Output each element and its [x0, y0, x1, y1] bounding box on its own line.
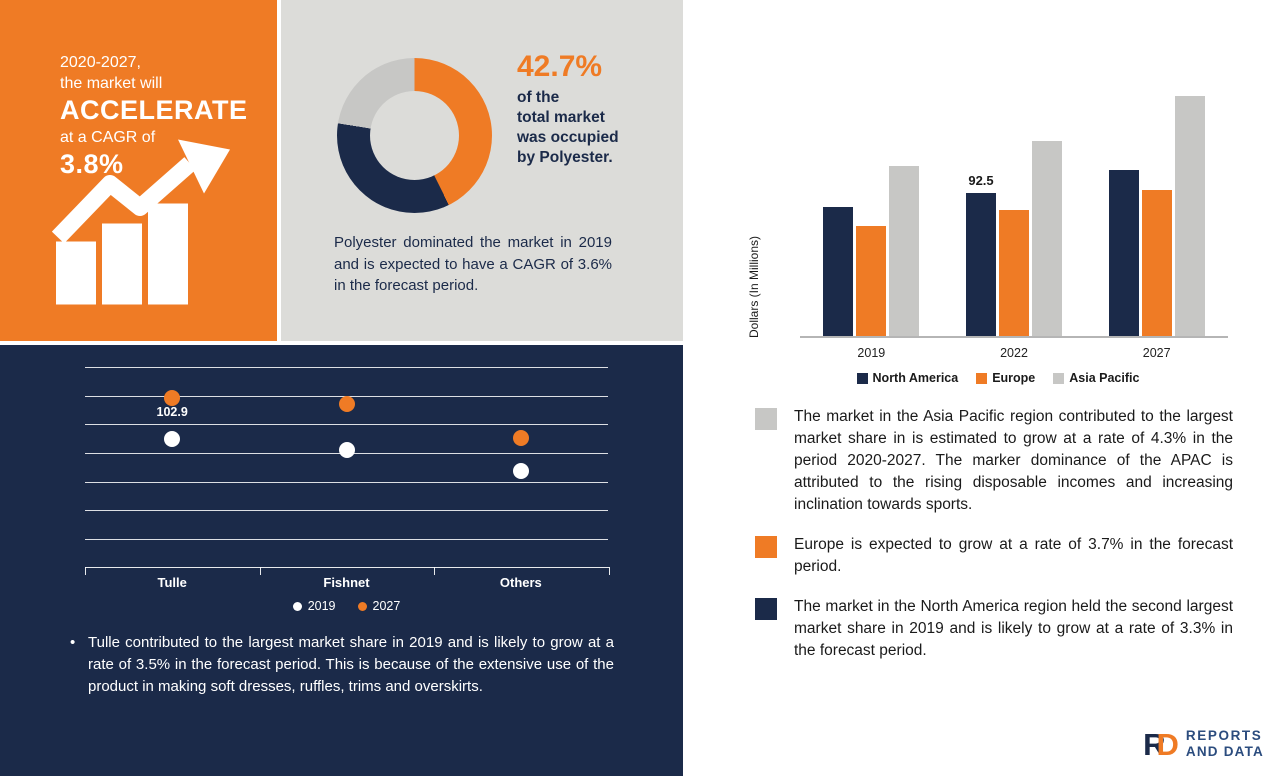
axis-tick — [85, 567, 86, 575]
category-label-fishnet: Fishnet — [323, 575, 370, 590]
logo-text: REPORTS AND DATA — [1186, 728, 1264, 760]
regional-insights: The market in the Asia Pacific region co… — [755, 406, 1233, 680]
insight-north-america: The market in the North America region h… — [755, 596, 1233, 662]
europe-swatch — [755, 536, 777, 558]
regional-bar-chart: 92.5 — [800, 88, 1228, 338]
regional-analysis-panel: Dollars (In Millions) 92.5 2019 2022 2027 … — [683, 0, 1280, 776]
insight-text-asia-pacific: The market in the Asia Pacific region co… — [794, 408, 1233, 513]
dot-2027-fishnet — [338, 396, 355, 413]
logo-line-reports: REPORTS — [1185, 728, 1263, 743]
growth-arrow-icon — [52, 139, 230, 305]
bar-group-2019 — [800, 88, 943, 336]
bar-x-axis: 2019 2022 2027 — [800, 346, 1228, 362]
bar-group-2027 — [1085, 88, 1228, 336]
dot-2019-fishnet — [338, 441, 355, 458]
y-axis-label: Dollars (In Millions) — [747, 235, 761, 338]
headline-line-4: by Polyester. — [517, 149, 613, 166]
legend-label: 2019 — [307, 599, 336, 613]
polyester-share-value: 42.7% — [517, 50, 603, 83]
bar-europe-2019 — [856, 225, 887, 336]
bar-asia-pacific-2027 — [1174, 95, 1205, 336]
legend-item-europe: Europe — [976, 371, 1035, 385]
promo-accelerate: ACCELERATE — [60, 95, 248, 125]
legend-item-2019: 2019 — [292, 599, 336, 613]
gridline — [85, 367, 608, 368]
legend-swatch-icon — [976, 372, 988, 384]
axis-tick — [259, 567, 261, 575]
dot-plot-axis-line — [85, 567, 610, 575]
headline-line-1: of the — [517, 89, 560, 106]
bar-north-america-2019 — [823, 207, 854, 336]
gridline — [85, 395, 608, 397]
bar-north-america-2022: 92.5 — [966, 173, 996, 336]
logo-letter-d: D — [1156, 726, 1179, 762]
material-type-panel: 102.9 Tulle Fishnet Others 2019 2027 • Tull… — [0, 345, 683, 776]
category-label-others: Others — [499, 575, 542, 590]
axis-tick — [609, 567, 610, 575]
legend-item-asia-pacific: Asia Pacific — [1053, 371, 1139, 385]
headline-line-3: was occupied — [517, 129, 619, 146]
bar-north-america-2027 — [1108, 170, 1139, 336]
x-tick-2019: 2019 — [857, 346, 886, 360]
legend-label: Europe — [992, 371, 1036, 385]
headline-line-2: total market — [517, 109, 605, 126]
dot-2019-tulle — [164, 430, 181, 447]
bar-asia-pacific-2022 — [1032, 140, 1062, 336]
promo-cagr-value: 3.8% — [60, 149, 124, 179]
bullet-icon: • — [70, 634, 76, 651]
legend-label: 2027 — [372, 599, 401, 613]
north-america-swatch — [755, 598, 777, 620]
promo-text-block: 2020-2027, the market will ACCELERATE at… — [60, 52, 248, 181]
bar-data-label: 92.5 — [968, 172, 994, 188]
dot-2027-tulle: 102.9 — [157, 389, 188, 419]
x-tick-2022: 2022 — [1000, 346, 1028, 360]
bar-group-2022: 92.5 — [943, 88, 1086, 336]
axis-tick — [434, 567, 436, 575]
bar-europe-2022 — [999, 210, 1029, 336]
dot-data-label: 102.9 — [156, 404, 188, 419]
gridline — [85, 481, 608, 483]
logo-letter-r: R — [1143, 726, 1166, 762]
insight-europe: Europe is expected to grow at a rate of … — [755, 534, 1233, 578]
rd-logo-mark: RD — [1143, 729, 1179, 760]
logo-line-and-data: AND DATA — [1185, 744, 1264, 759]
dot-2027-others — [512, 429, 529, 446]
insight-text-north-america: The market in the North America region h… — [794, 598, 1233, 659]
legend-swatch-icon — [856, 372, 868, 384]
legend-marker-icon — [292, 601, 302, 611]
category-label-tulle: Tulle — [157, 575, 187, 590]
insight-asia-pacific: The market in the Asia Pacific region co… — [755, 406, 1233, 516]
bar-europe-2027 — [1141, 190, 1172, 336]
legend-marker-icon — [357, 601, 367, 611]
insight-text-europe: Europe is expected to grow at a rate of … — [794, 536, 1233, 575]
dot-plot-legend: 2019 2027 — [85, 599, 608, 613]
tulle-insight: • Tulle contributed to the largest marke… — [68, 632, 614, 698]
reports-and-data-logo: RD REPORTS AND DATA — [1143, 728, 1264, 760]
legend-swatch-icon — [1053, 372, 1065, 384]
gridline — [85, 424, 608, 426]
polyester-caption: Polyester dominated the market in 2019 a… — [334, 234, 612, 294]
donut-headline: 42.7% of the total market was occupied b… — [517, 50, 619, 168]
bar-chart-legend: North America Europe Asia Pacific — [738, 371, 1258, 385]
gridline — [85, 539, 608, 540]
promo-line-2: the market will — [60, 75, 163, 92]
legend-item-north-america: North America — [856, 371, 959, 385]
x-tick-2027: 2027 — [1142, 346, 1171, 360]
bar-asia-pacific-2019 — [889, 165, 920, 336]
tulle-insight-text: Tulle contributed to the largest market … — [88, 634, 614, 695]
legend-label: Asia Pacific — [1069, 371, 1140, 385]
asia-pacific-swatch — [755, 408, 777, 430]
legend-label: North America — [872, 371, 959, 385]
gridline — [85, 510, 608, 512]
polyester-share-panel: 42.7% of the total market was occupied b… — [281, 0, 683, 341]
legend-item-2027: 2027 — [357, 599, 401, 613]
dot-plot-category-axis: Tulle Fishnet Others — [85, 575, 608, 593]
material-dot-plot: 102.9 — [85, 367, 608, 540]
promo-line-4: at a CAGR of — [60, 129, 156, 146]
polyester-donut-chart — [337, 58, 492, 213]
dot-2019-others — [512, 463, 529, 480]
promo-period: 2020-2027, — [60, 54, 141, 71]
cagr-promo-panel: 2020-2027, the market will ACCELERATE at… — [0, 0, 277, 341]
